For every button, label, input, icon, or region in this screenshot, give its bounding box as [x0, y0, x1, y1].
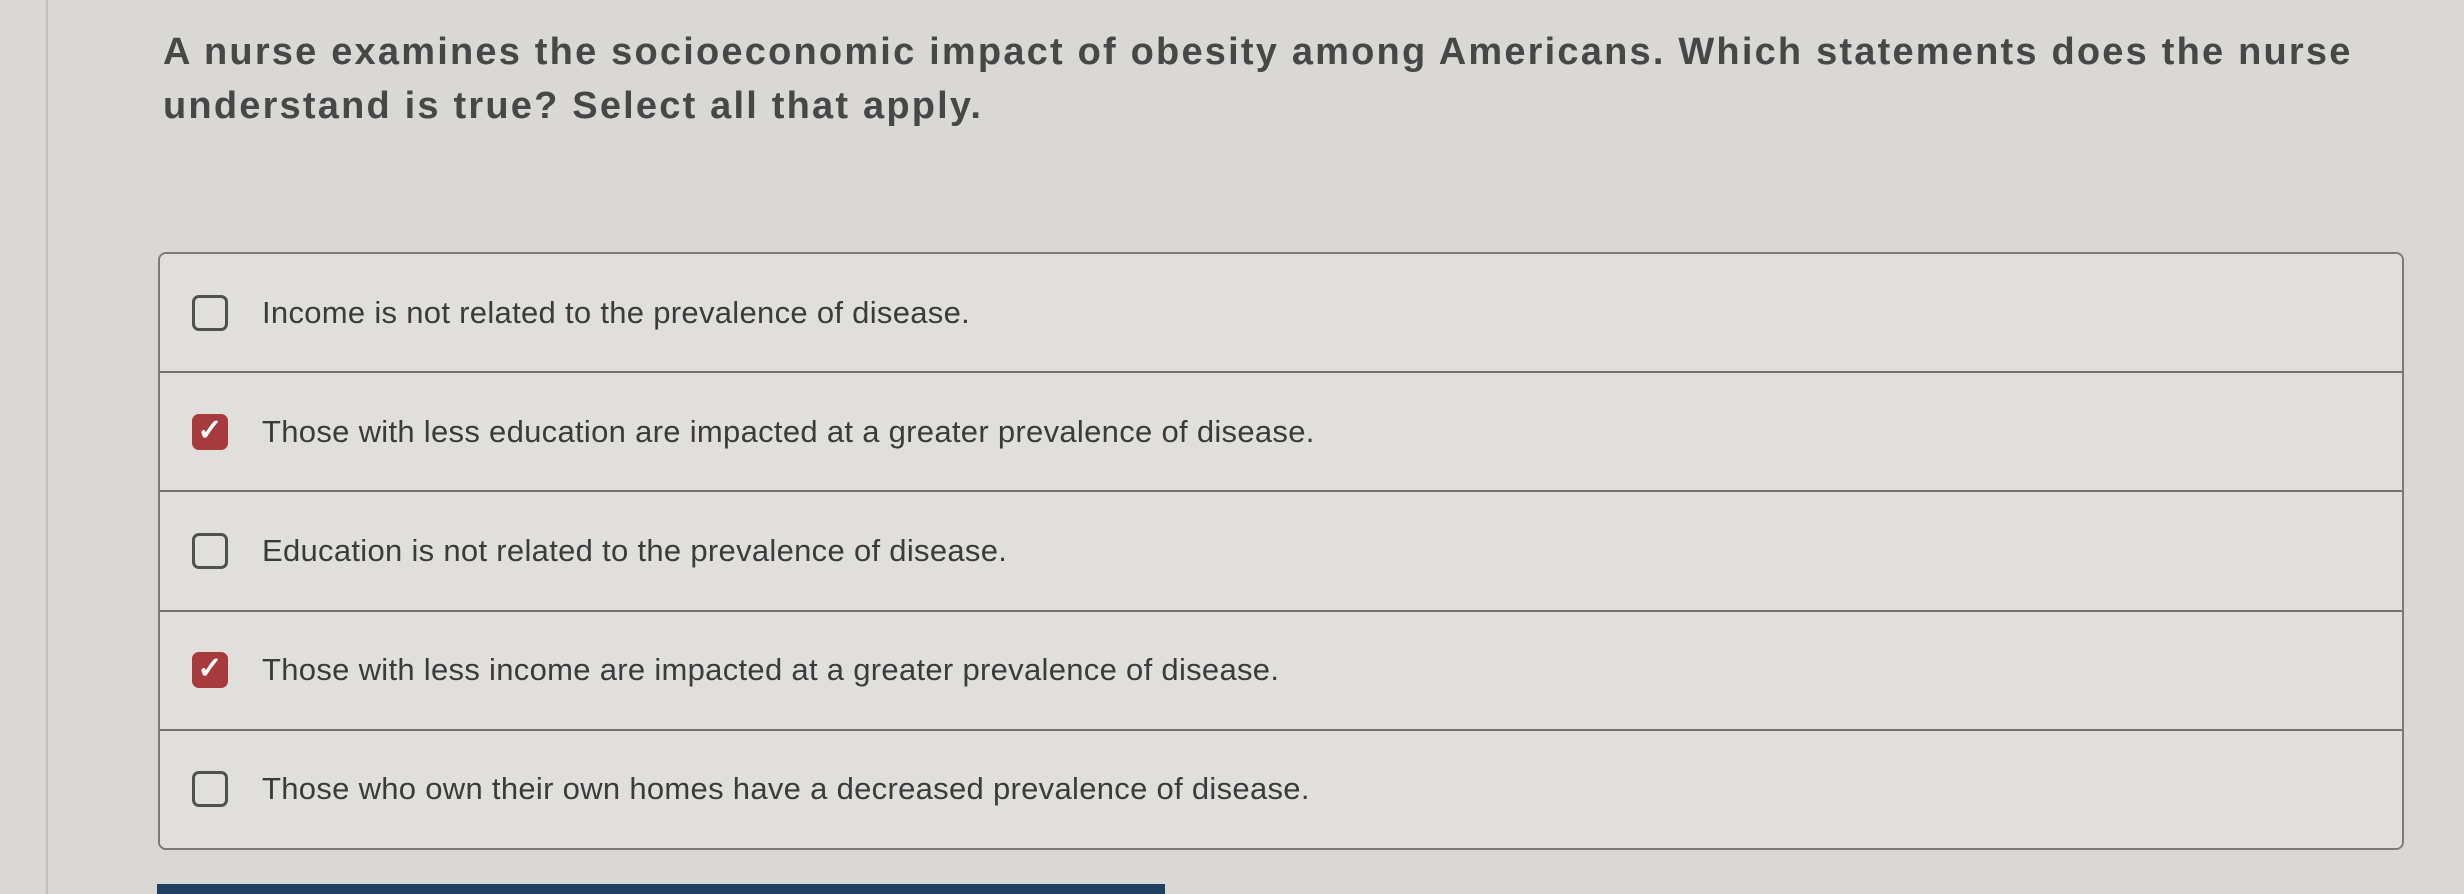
question-text: A nurse examines the socioeconomic impac… — [163, 31, 2353, 127]
check-icon: ✓ — [197, 413, 223, 447]
option-row[interactable]: ✓ Those with less income are impacted at… — [160, 609, 2402, 729]
option-checkbox[interactable]: ✓ — [192, 533, 228, 569]
option-row[interactable]: ✓ Those who own their own homes have a d… — [160, 728, 2402, 848]
options-panel: ✓ Income is not related to the prevalenc… — [158, 252, 2404, 850]
option-checkbox[interactable]: ✓ — [192, 652, 228, 689]
option-label: Those with less income are impacted at a… — [262, 652, 1280, 688]
option-label: Those who own their own homes have a dec… — [262, 771, 1310, 807]
left-edge-divider — [46, 0, 48, 894]
option-label: Those with less education are impacted a… — [262, 413, 1315, 449]
option-label: Income is not related to the prevalence … — [262, 294, 971, 330]
bottom-progress-bar — [157, 884, 1165, 894]
option-label: Education is not related to the prevalen… — [262, 533, 1008, 568]
option-row[interactable]: ✓ Income is not related to the prevalenc… — [160, 254, 2402, 372]
option-checkbox[interactable]: ✓ — [192, 294, 228, 331]
check-icon: ✓ — [197, 652, 223, 686]
option-checkbox[interactable]: ✓ — [192, 413, 228, 450]
option-checkbox[interactable]: ✓ — [192, 771, 228, 808]
option-row[interactable]: ✓ Education is not related to the preval… — [160, 490, 2402, 610]
option-row[interactable]: ✓ Those with less education are impacted… — [160, 371, 2402, 491]
